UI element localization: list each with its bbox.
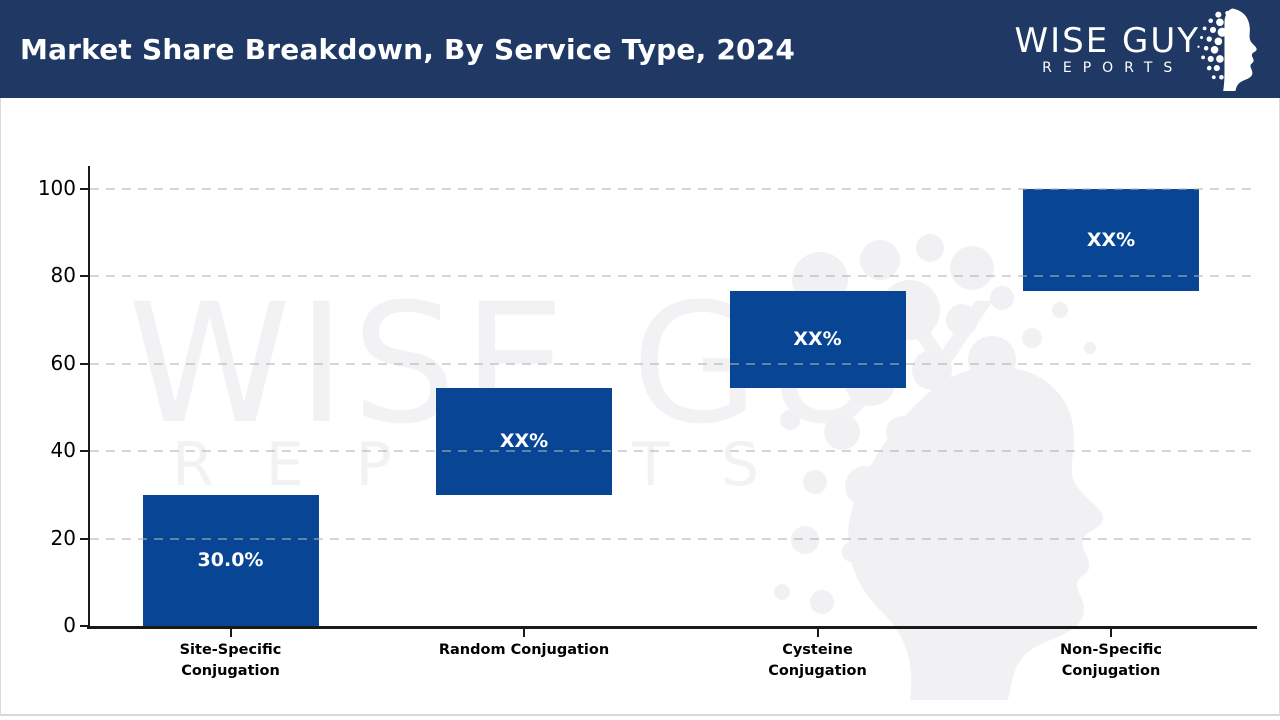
y-tick-mark-100 [80, 187, 88, 190]
y-tick-label-80: 80 [50, 263, 76, 288]
page-title: Market Share Breakdown, By Service Type,… [20, 32, 796, 66]
gridline-40 [90, 450, 1256, 452]
y-tick-mark-60 [80, 362, 88, 365]
gridline-100 [90, 187, 1256, 190]
category-label-non-specific-conjugation: Non-Specific Conjugation [1059, 642, 1162, 679]
left-border-line [0, 98, 1, 716]
y-tick-label-100: 100 [37, 175, 76, 200]
y-tick-label-0: 0 [63, 613, 76, 638]
gridline-60 [90, 362, 1256, 365]
category-label-random-conjugation: Random Conjugation [438, 642, 610, 658]
category-label-cysteine-conjugation: Cysteine Conjugation [768, 642, 867, 679]
y-tick-label-20: 20 [50, 525, 76, 550]
y-tick-label-60: 60 [50, 350, 76, 375]
x-tick-mark-non-specific-conjugation [1110, 629, 1112, 637]
bar-non-specific-conjugation [1023, 188, 1199, 292]
logo-wise-guy-text: WISE GUY [1014, 20, 1200, 61]
bar-value-label-site-specific-conjugation: 30.0% [197, 549, 264, 572]
y-tick-mark-40 [80, 450, 88, 452]
gridline-20 [90, 537, 1256, 540]
category-label-site-specific-conjugation: Site-Specific Conjugation [179, 642, 282, 679]
x-tick-mark-cysteine-conjugation [816, 629, 819, 637]
wise-guy-reports-logo: WISE GUY REPORTS [1014, 7, 1266, 91]
header-bar: Market Share Breakdown, By Service Type,… [0, 0, 1280, 98]
gridline-80 [90, 275, 1256, 277]
y-axis-spine [88, 166, 90, 628]
bar-value-label-non-specific-conjugation: XX% [1086, 228, 1136, 251]
y-tick-mark-0 [80, 625, 88, 627]
bar-site-specific-conjugation [142, 494, 319, 626]
bar-random-conjugation [436, 387, 612, 495]
bar-cysteine-conjugation [729, 291, 906, 388]
bottom-border-line [0, 714, 1280, 716]
x-tick-mark-random-conjugation [523, 629, 525, 637]
logo-head-icon [1197, 8, 1257, 91]
bar-value-label-random-conjugation: XX% [499, 430, 549, 453]
logo-reports-text: REPORTS [1042, 59, 1184, 76]
x-axis-spine [87, 626, 1257, 629]
y-tick-mark-20 [80, 537, 88, 540]
y-tick-label-40: 40 [50, 438, 76, 463]
y-tick-mark-80 [80, 275, 88, 277]
bar-value-label-cysteine-conjugation: XX% [793, 328, 842, 351]
x-tick-mark-site-specific-conjugation [229, 629, 232, 637]
